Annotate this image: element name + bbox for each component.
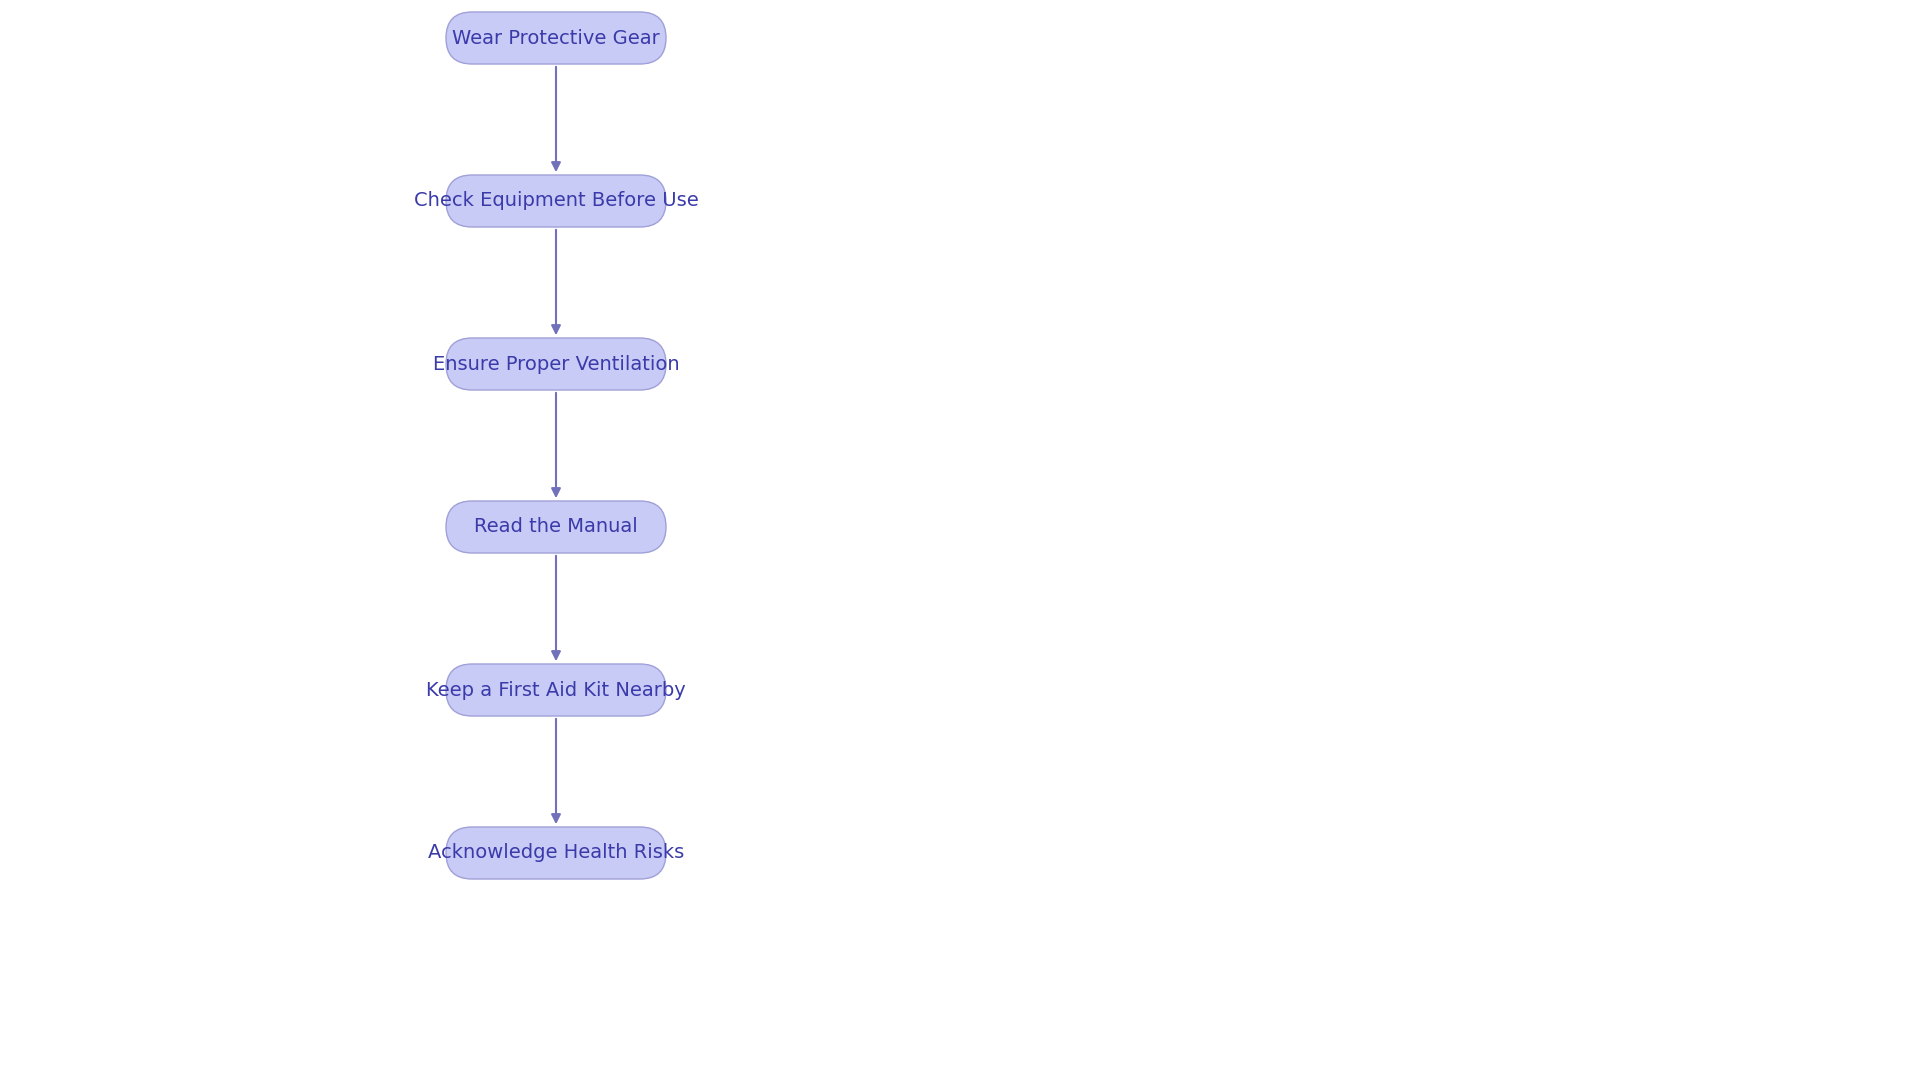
Text: Check Equipment Before Use: Check Equipment Before Use	[413, 192, 699, 210]
Text: Keep a First Aid Kit Nearby: Keep a First Aid Kit Nearby	[426, 680, 685, 700]
Text: Ensure Proper Ventilation: Ensure Proper Ventilation	[432, 354, 680, 374]
FancyBboxPatch shape	[445, 827, 666, 879]
FancyBboxPatch shape	[445, 175, 666, 227]
FancyBboxPatch shape	[445, 501, 666, 553]
Text: Read the Manual: Read the Manual	[474, 518, 637, 536]
FancyBboxPatch shape	[445, 12, 666, 64]
Text: Acknowledge Health Risks: Acknowledge Health Risks	[428, 844, 684, 862]
FancyBboxPatch shape	[445, 338, 666, 390]
Text: Wear Protective Gear: Wear Protective Gear	[451, 28, 660, 48]
FancyBboxPatch shape	[445, 664, 666, 716]
